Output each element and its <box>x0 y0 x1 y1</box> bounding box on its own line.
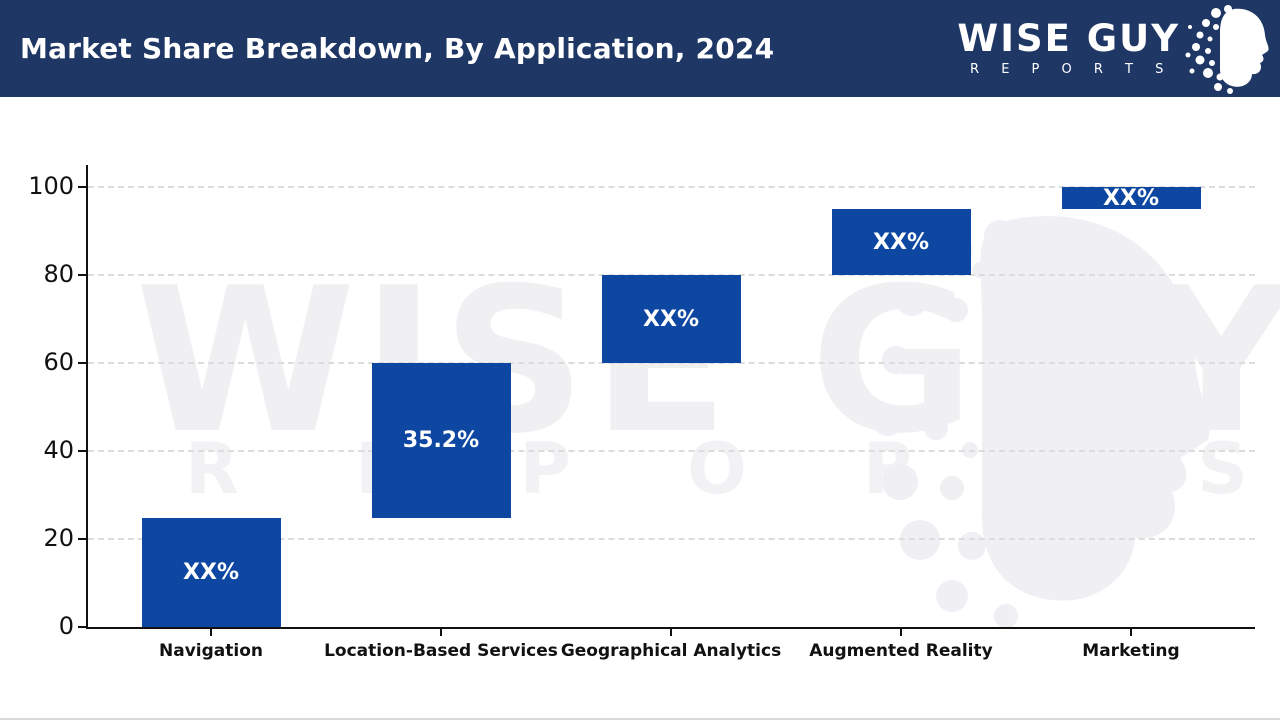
logo-subtitle: R E P O R T S <box>970 62 1173 77</box>
bar-geographical-analytics: XX% <box>601 275 741 363</box>
xtick-mark-marketing <box>1130 629 1132 636</box>
xtick-mark-augmented-reality <box>900 629 902 636</box>
ytick-label-80: 80 <box>43 260 74 288</box>
x-axis-line <box>86 627 1255 629</box>
ytick-label-20: 20 <box>43 524 74 552</box>
ytick-label-0: 0 <box>58 612 74 640</box>
ytick-mark-40 <box>78 450 86 452</box>
ytick-mark-20 <box>78 538 86 540</box>
ytick-label-60: 60 <box>43 348 74 376</box>
xtick-mark-geographical-analytics <box>670 629 672 636</box>
wise-guy-logo: WISE GUY R E P O R T S <box>957 3 1270 95</box>
bar-location-based-services: 35.2% <box>371 363 511 518</box>
bar-value-label-marketing: XX% <box>1103 185 1159 211</box>
xtick-mark-location-based-services <box>440 629 442 636</box>
ytick-mark-80 <box>78 274 86 276</box>
ytick-label-100: 100 <box>28 172 74 200</box>
xtick-label-augmented-reality: Augmented Reality <box>809 641 993 661</box>
logo-text: WISE GUY R E P O R T S <box>957 20 1180 77</box>
gridline-60 <box>88 362 1255 364</box>
bottom-border <box>0 718 1280 720</box>
y-axis-line <box>86 165 88 629</box>
header-bar: Market Share Breakdown, By Application, … <box>0 0 1280 97</box>
logo-wordmark: WISE GUY <box>957 17 1180 60</box>
logo-head-icon <box>1185 4 1269 94</box>
xtick-label-location-based-services: Location-Based Services <box>324 641 558 661</box>
xtick-mark-navigation <box>210 629 212 636</box>
ytick-mark-100 <box>78 186 86 188</box>
ytick-mark-60 <box>78 362 86 364</box>
bar-value-label-location-based-services: 35.2% <box>402 427 480 453</box>
bar-navigation: XX% <box>141 517 281 627</box>
bar-value-label-augmented-reality: XX% <box>873 229 929 255</box>
bar-value-label-navigation: XX% <box>183 559 239 585</box>
chart-title: Market Share Breakdown, By Application, … <box>20 32 775 65</box>
bar-augmented-reality: XX% <box>831 209 971 275</box>
xtick-label-marketing: Marketing <box>1082 641 1180 661</box>
bar-marketing: XX% <box>1061 185 1201 211</box>
gridline-100 <box>88 186 1255 188</box>
xtick-label-navigation: Navigation <box>159 641 263 661</box>
watermark-head-icon <box>872 216 1210 628</box>
gridline-20 <box>88 538 1255 540</box>
ytick-label-40: 40 <box>43 436 74 464</box>
gridline-40 <box>88 450 1255 452</box>
xtick-label-geographical-analytics: Geographical Analytics <box>560 641 782 661</box>
bar-value-label-geographical-analytics: XX% <box>643 306 699 332</box>
ytick-mark-0 <box>78 626 86 628</box>
